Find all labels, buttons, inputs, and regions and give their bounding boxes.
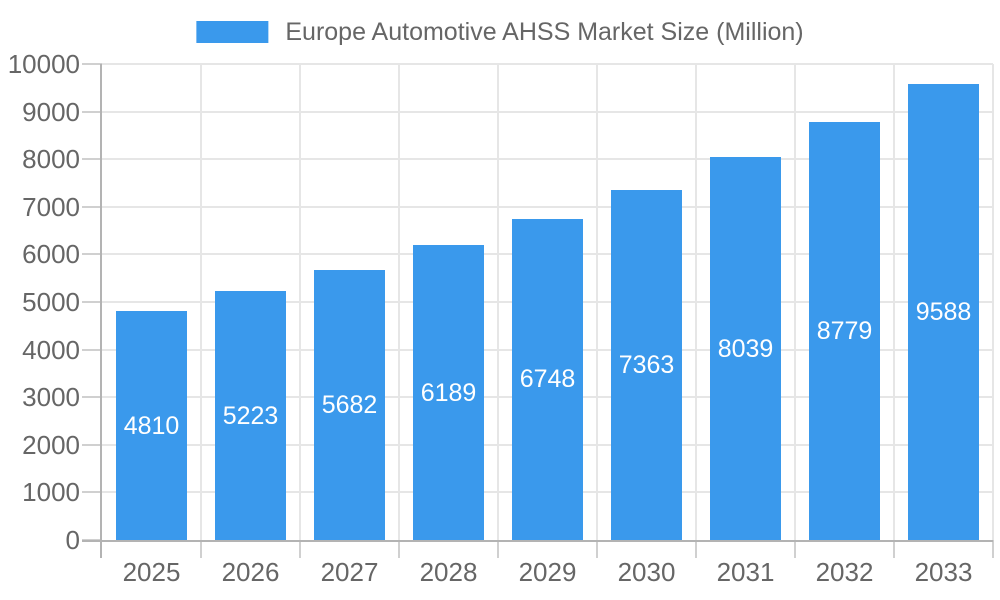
bar-value-label: 4810 [123, 411, 180, 440]
y-axis-tick [82, 443, 102, 446]
bar: 6189 [413, 245, 484, 540]
x-gridline [992, 64, 994, 540]
y-axis-tick [82, 158, 102, 161]
legend-swatch-icon [196, 21, 269, 43]
x-axis-line [82, 540, 993, 542]
x-axis-tick [992, 540, 994, 558]
x-axis-category-label: 2033 [914, 557, 973, 587]
x-gridline [695, 64, 697, 540]
y-gridline [102, 205, 993, 208]
x-axis-category-label: 2025 [122, 557, 181, 587]
y-axis-tick [82, 301, 102, 303]
y-axis-tick-label: 9000 [22, 96, 80, 127]
chart-legend: Europe Automotive AHSS Market Size (Mill… [196, 18, 804, 46]
bar: 5682 [314, 269, 385, 540]
bar-value-label: 6748 [519, 365, 576, 394]
legend-series-label: Europe Automotive AHSS Market Size (Mill… [285, 18, 804, 46]
y-axis-tick-label: 5000 [22, 287, 80, 317]
y-axis-tick [82, 396, 102, 399]
x-axis-category-label: 2031 [716, 557, 775, 587]
x-axis-tick [596, 540, 598, 558]
x-axis-category-label: 2029 [518, 557, 577, 587]
bar: 4810 [116, 311, 187, 540]
x-gridline [497, 64, 499, 540]
y-axis-tick [82, 63, 102, 65]
y-gridline [102, 158, 993, 161]
bar: 8779 [809, 122, 880, 540]
x-gridline [893, 64, 895, 540]
y-gridline [102, 63, 993, 65]
y-axis-tick-label: 4000 [22, 334, 80, 365]
x-gridline [398, 64, 400, 540]
x-axis-category-label: 2032 [815, 557, 874, 587]
y-axis-tick [82, 205, 102, 208]
bar-value-label: 5682 [321, 390, 378, 419]
x-axis-tick [497, 540, 499, 558]
y-axis-tick-label: 2000 [22, 429, 80, 460]
plot-area: 0 1000 2000 3000 4000 5000 6000 7000 8000 9000 100… [8, 49, 994, 587]
x-axis-tick [794, 540, 796, 558]
bar-value-label: 7363 [618, 350, 675, 379]
y-axis-tick-label: 3000 [22, 382, 80, 413]
bar: 8039 [710, 157, 781, 540]
y-axis-tick-label: 7000 [22, 191, 80, 222]
y-axis-tick-label: 6000 [22, 239, 80, 270]
x-axis-category-label: 2027 [320, 557, 379, 587]
y-axis-tick-label: 0 [65, 525, 80, 555]
x-gridline [299, 64, 301, 540]
y-axis-tick-label: 10000 [7, 49, 80, 79]
x-axis-tick [695, 540, 697, 558]
bar-value-label: 8779 [816, 317, 873, 346]
x-axis-tick [893, 540, 895, 558]
x-gridline [794, 64, 796, 540]
bar-value-label: 5223 [222, 401, 279, 430]
x-axis-tick [299, 540, 301, 558]
y-axis-tick [82, 110, 102, 113]
y-axis-tick [82, 491, 102, 494]
x-gridline [596, 64, 598, 540]
x-gridline [200, 64, 202, 540]
bar: 5223 [215, 291, 286, 540]
y-axis-tick [82, 253, 102, 256]
y-axis-tick-label: 1000 [22, 477, 80, 508]
x-axis-tick [398, 540, 400, 558]
x-axis-tick [200, 540, 202, 558]
bar: 7363 [611, 189, 682, 540]
bar-value-label: 8039 [717, 334, 774, 363]
bar-value-label: 9588 [915, 297, 972, 326]
bar: 6748 [512, 218, 583, 540]
y-gridline [102, 110, 993, 113]
bar-value-label: 6189 [420, 378, 477, 407]
x-axis-category-label: 2028 [419, 557, 478, 587]
y-axis-tick-label: 8000 [22, 144, 80, 175]
bar: 9588 [908, 83, 979, 540]
y-axis-tick [82, 348, 102, 351]
x-axis-category-label: 2030 [617, 557, 676, 587]
x-axis-category-label: 2026 [221, 557, 280, 587]
y-axis-line [100, 64, 102, 558]
